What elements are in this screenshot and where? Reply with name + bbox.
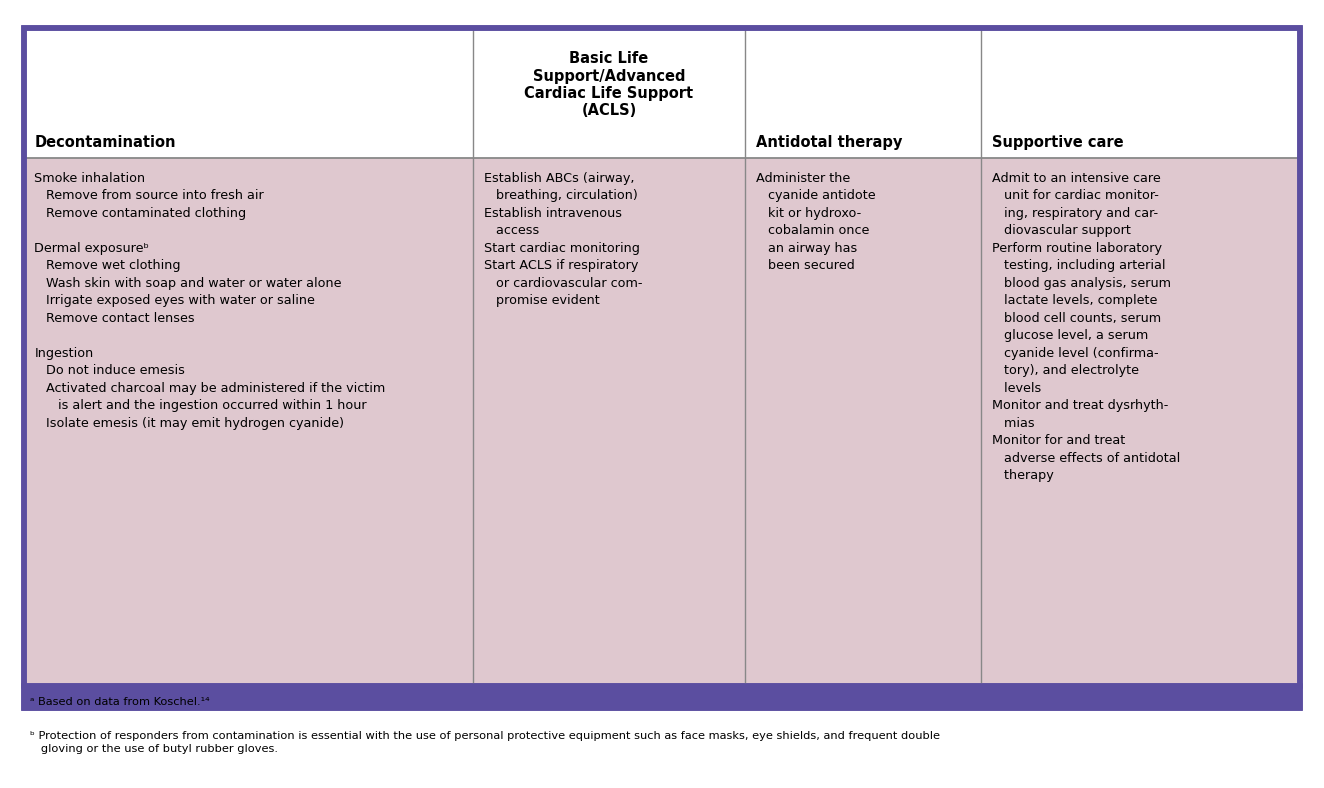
Text: Smoke inhalation
   Remove from source into fresh air
   Remove contaminated clo: Smoke inhalation Remove from source into…: [34, 172, 385, 429]
Text: Supportive care: Supportive care: [992, 135, 1123, 150]
Bar: [24, 158, 1300, 686]
Text: Administer the
   cyanide antidote
   kit or hydroxo-
   cobalamin once
   an ai: Administer the cyanide antidote kit or h…: [756, 172, 875, 273]
Text: Decontamination: Decontamination: [34, 135, 176, 150]
Bar: [24, 28, 1300, 686]
Bar: [24, 686, 1300, 708]
Text: Admit to an intensive care
   unit for cardiac monitor-
   ing, respiratory and : Admit to an intensive care unit for card…: [992, 172, 1180, 482]
Text: ᵃ Based on data from Koschel.¹⁴: ᵃ Based on data from Koschel.¹⁴: [30, 697, 211, 708]
Text: ᵇ Protection of responders from contamination is essential with the use of perso: ᵇ Protection of responders from contamin…: [30, 731, 940, 754]
Bar: [24, 686, 1300, 708]
Text: Basic Life
Support/Advanced
Cardiac Life Support
(ACLS): Basic Life Support/Advanced Cardiac Life…: [524, 51, 694, 118]
Bar: [24, 28, 1300, 708]
Text: Antidotal therapy: Antidotal therapy: [756, 135, 902, 150]
Bar: [24, 28, 1300, 158]
Text: Establish ABCs (airway,
   breathing, circulation)
Establish intravenous
   acce: Establish ABCs (airway, breathing, circu…: [483, 172, 642, 307]
